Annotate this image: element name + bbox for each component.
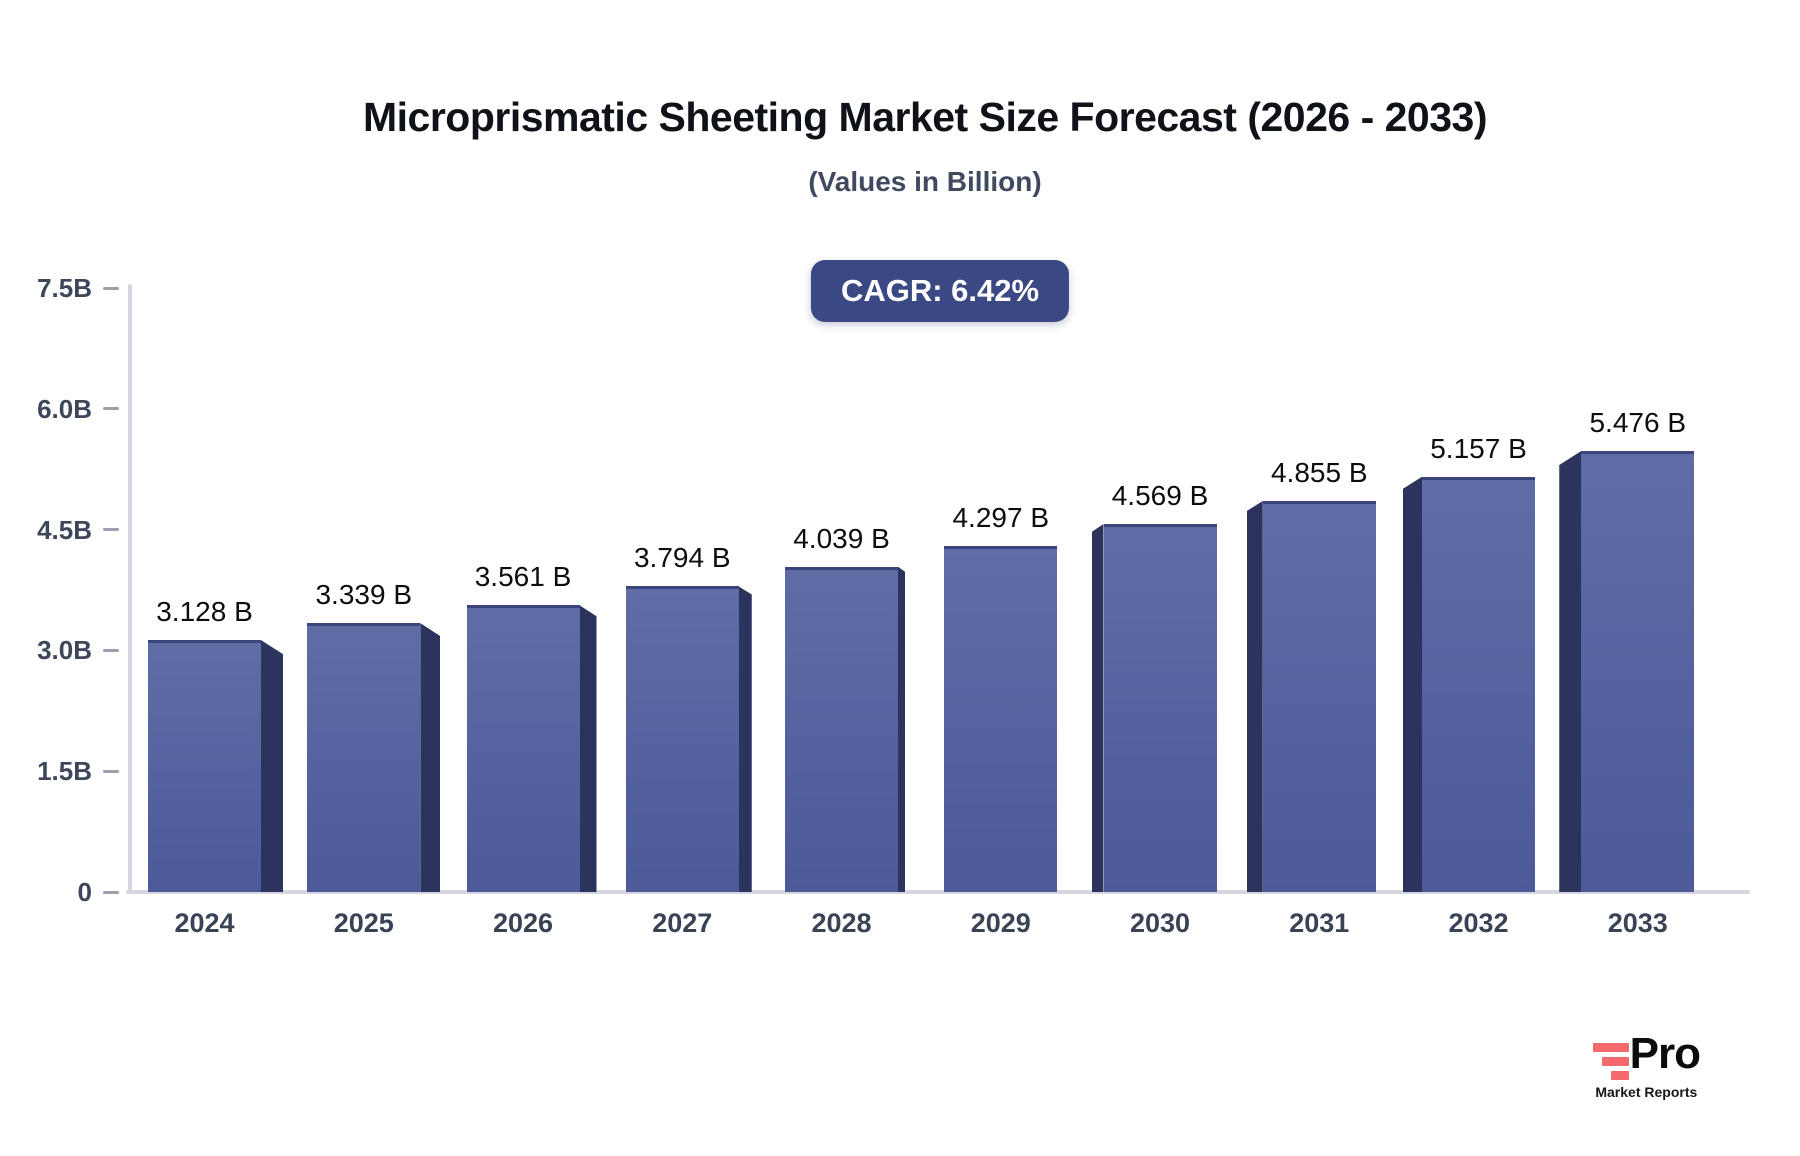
chart-title: Microprismatic Sheeting Market Size Fore… — [362, 94, 1488, 140]
bar — [1262, 501, 1376, 892]
bar-side-face — [898, 566, 905, 892]
y-tick-mark — [103, 769, 119, 773]
x-axis-label: 2027 — [652, 908, 713, 938]
y-tick-mark — [103, 286, 119, 290]
bar-side-face — [1403, 476, 1422, 892]
x-axis-label: 2024 — [174, 908, 235, 938]
bar-side-face — [1559, 450, 1582, 892]
x-axis-line — [126, 890, 1750, 894]
bar — [307, 623, 421, 892]
x-axis-label: 2029 — [970, 908, 1031, 938]
y-axis-label: 4.5B — [37, 514, 92, 545]
logo-bars-icon — [1592, 1043, 1629, 1080]
bar-value-label: 3.339 B — [315, 579, 413, 611]
y-tick-mark — [103, 528, 119, 532]
bar-value-label: 5.476 B — [1589, 406, 1687, 438]
logo-bar — [1610, 1071, 1629, 1080]
bar-side-face — [261, 640, 283, 892]
bar-value-label: 3.561 B — [474, 561, 572, 593]
chart-subtitle: (Values in Billion) — [808, 166, 1042, 197]
bar-value-label: 4.569 B — [1111, 480, 1209, 512]
bar-value-label: 3.128 B — [156, 596, 253, 628]
y-axis-line — [128, 284, 132, 892]
bar — [944, 545, 1058, 892]
x-axis-label: 2033 — [1607, 908, 1668, 938]
logo-bar — [1592, 1043, 1629, 1052]
bar — [148, 640, 261, 892]
y-axis-label: 6.0B — [37, 393, 92, 424]
x-axis-label: 2030 — [1129, 908, 1191, 938]
bar-value-label: 3.794 B — [633, 542, 731, 574]
y-axis-label: 1.5B — [37, 756, 92, 787]
bar — [625, 586, 739, 892]
y-axis-label: 7.5B — [37, 273, 92, 303]
logo-bar — [1601, 1057, 1629, 1066]
logo-tagline-text: Market Reports — [1595, 1084, 1698, 1100]
y-tick-mark — [103, 648, 119, 652]
cagr-badge: CAGR: 6.42% — [810, 260, 1070, 322]
bar — [466, 605, 580, 892]
y-axis-label: 3.0B — [37, 635, 92, 666]
y-tick-mark — [103, 407, 119, 411]
brand-logo: Pro Market Reports — [1592, 1029, 1701, 1100]
bar-value-label: 5.157 B — [1430, 432, 1527, 464]
bar-side-face — [579, 605, 597, 892]
bar-side-face — [420, 623, 441, 892]
bar-side-face — [738, 586, 752, 892]
bar — [1581, 450, 1695, 892]
logo-brand-text: Pro — [1629, 1029, 1701, 1078]
bar — [1422, 476, 1535, 892]
bar-value-label: 4.039 B — [793, 522, 890, 554]
x-axis-label: 2026 — [492, 908, 554, 938]
bar-side-face — [1246, 501, 1263, 892]
x-axis-label: 2032 — [1448, 908, 1509, 938]
bar — [785, 566, 898, 892]
x-axis-label: 2025 — [333, 908, 394, 938]
y-axis-label: 0 — [77, 877, 92, 907]
bar — [1103, 524, 1217, 892]
bar-value-label: 4.297 B — [952, 501, 1050, 533]
x-axis-label: 2028 — [811, 908, 872, 938]
x-axis-label: 2031 — [1289, 908, 1350, 938]
bar-side-face — [1091, 524, 1104, 892]
logo-top: Pro — [1592, 1029, 1701, 1080]
bar-value-label: 4.855 B — [1270, 457, 1368, 488]
y-tick-mark — [103, 890, 119, 894]
